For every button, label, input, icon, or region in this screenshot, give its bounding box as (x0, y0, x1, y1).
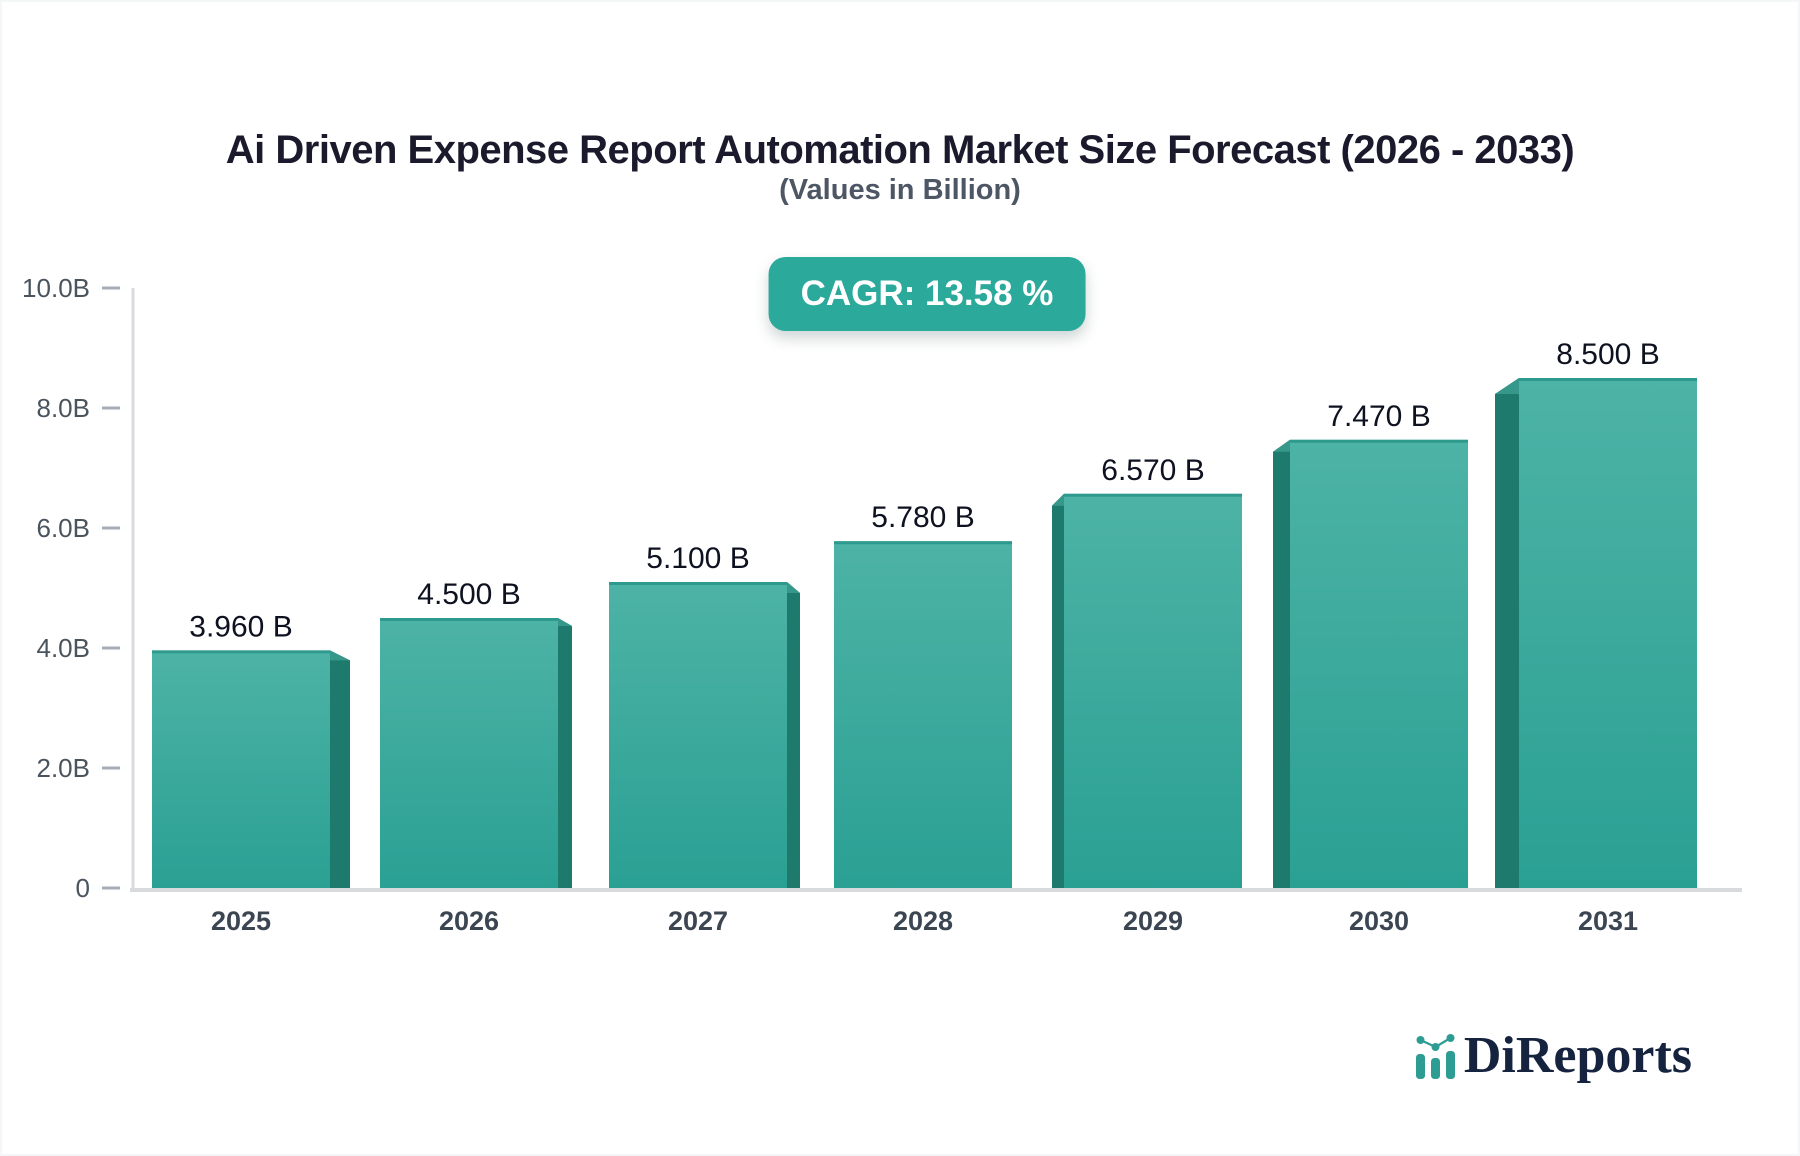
y-tick-label: 8.0B (37, 393, 91, 423)
bar-group: 4.500 B 2026 (380, 578, 572, 936)
x-axis-category-label: 2029 (1123, 906, 1183, 936)
bar-value-label: 3.960 B (189, 610, 292, 643)
bar-group: 5.100 B 2027 (609, 542, 800, 936)
cagr-badge: CAGR: 13.58 % (768, 257, 1086, 331)
bar-value-label: 5.780 B (871, 501, 974, 534)
bar-chamfer-face (558, 618, 572, 626)
logo-chart-icon (1415, 1034, 1455, 1079)
bar-group: 6.570 B 2029 (1052, 454, 1242, 936)
bar-value-label: 7.470 B (1327, 400, 1430, 433)
bar-side-face (787, 582, 800, 888)
y-tick-label: 6.0B (37, 513, 91, 543)
x-axis-category-label: 2027 (668, 906, 728, 936)
bar-value-label: 6.570 B (1101, 454, 1204, 487)
bar-chamfer-face (1052, 493, 1064, 506)
bar-group: 8.500 B 2031 (1495, 338, 1697, 936)
x-axis-category-label: 2028 (893, 906, 953, 936)
x-axis-category-label: 2026 (439, 906, 499, 936)
bar-group: 7.470 B 2030 (1273, 400, 1468, 936)
bar-front-face (152, 650, 330, 888)
bar-group: 3.960 B 2025 (152, 610, 350, 936)
bar-side-face (1052, 493, 1064, 888)
y-tick-label: 10.0B (22, 273, 90, 303)
bar-side-face (1495, 378, 1519, 888)
chart-subtitle: (Values in Billion) (779, 174, 1021, 206)
bar-value-label: 4.500 B (417, 578, 520, 611)
x-axis-category-label: 2031 (1578, 906, 1638, 936)
y-tick-label: 2.0B (37, 753, 91, 783)
x-axis-category-label: 2030 (1349, 906, 1409, 936)
logo-text: DiReports (1463, 1027, 1692, 1084)
bar-side-face (558, 618, 572, 888)
x-axis-category-label: 2025 (211, 906, 271, 936)
bar-chamfer-face (787, 582, 800, 593)
bar-group: 5.780 B 2028 (834, 501, 1012, 936)
bar-value-label: 5.100 B (646, 542, 749, 575)
bar-front-face (380, 618, 558, 888)
bar-front-face (609, 582, 787, 888)
bar-front-face (1290, 439, 1468, 888)
bar-value-label: 8.500 B (1556, 338, 1659, 371)
bar-side-face (330, 650, 350, 888)
y-tick-label: 0 (76, 873, 90, 903)
brand-logo: DiReports (1415, 1030, 1692, 1082)
bar-front-face (1519, 378, 1697, 888)
bar-front-face (1064, 493, 1242, 888)
bar-front-face (834, 541, 1012, 888)
bar-chamfer-face (1495, 378, 1519, 394)
bar-side-face (1273, 439, 1290, 888)
bar-chamfer-face (1273, 439, 1290, 452)
bar-chamfer-face (330, 650, 350, 661)
chart-title: Ai Driven Expense Report Automation Mark… (225, 128, 1575, 172)
y-tick-label: 4.0B (37, 633, 91, 663)
